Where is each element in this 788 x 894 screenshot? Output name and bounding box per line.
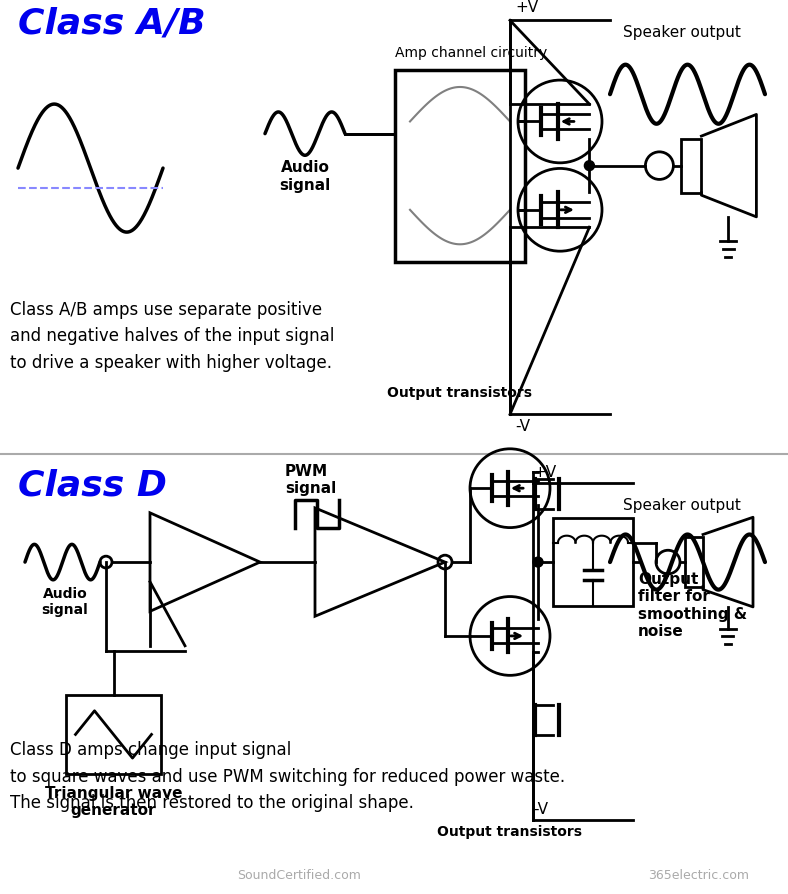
Text: Audio
signal: Audio signal xyxy=(42,586,88,617)
Text: Audio
signal: Audio signal xyxy=(280,160,331,192)
Text: -V: -V xyxy=(515,419,530,434)
Bar xyxy=(395,70,525,262)
Text: Class D amps change input signal
to square waves and use PWM switching for reduc: Class D amps change input signal to squa… xyxy=(10,741,565,812)
Text: 365electric.com: 365electric.com xyxy=(648,869,749,882)
Text: Triangular wave
generator: Triangular wave generator xyxy=(45,786,182,818)
Bar xyxy=(66,695,161,774)
Text: SoundCertified.com: SoundCertified.com xyxy=(237,869,362,882)
Bar xyxy=(682,139,701,193)
Text: Amp channel circuitry: Amp channel circuitry xyxy=(395,46,547,60)
Text: PWM
signal: PWM signal xyxy=(285,464,336,496)
Text: +V: +V xyxy=(515,0,538,15)
Text: Speaker output: Speaker output xyxy=(623,25,741,40)
Text: Class A/B amps use separate positive
and negative halves of the input signal
to : Class A/B amps use separate positive and… xyxy=(10,301,334,372)
Text: Output
filter for
smoothing &
noise: Output filter for smoothing & noise xyxy=(638,572,747,639)
Text: -V: -V xyxy=(533,802,548,817)
Text: +V: +V xyxy=(533,465,556,480)
Circle shape xyxy=(585,161,594,171)
Circle shape xyxy=(533,557,543,567)
Text: Output transistors: Output transistors xyxy=(388,385,533,400)
Bar xyxy=(553,518,633,606)
Text: Speaker output: Speaker output xyxy=(623,498,741,513)
Text: Class A/B: Class A/B xyxy=(18,6,206,40)
Bar xyxy=(685,537,703,586)
Text: Output transistors: Output transistors xyxy=(437,825,582,839)
Text: Class D: Class D xyxy=(18,468,167,502)
